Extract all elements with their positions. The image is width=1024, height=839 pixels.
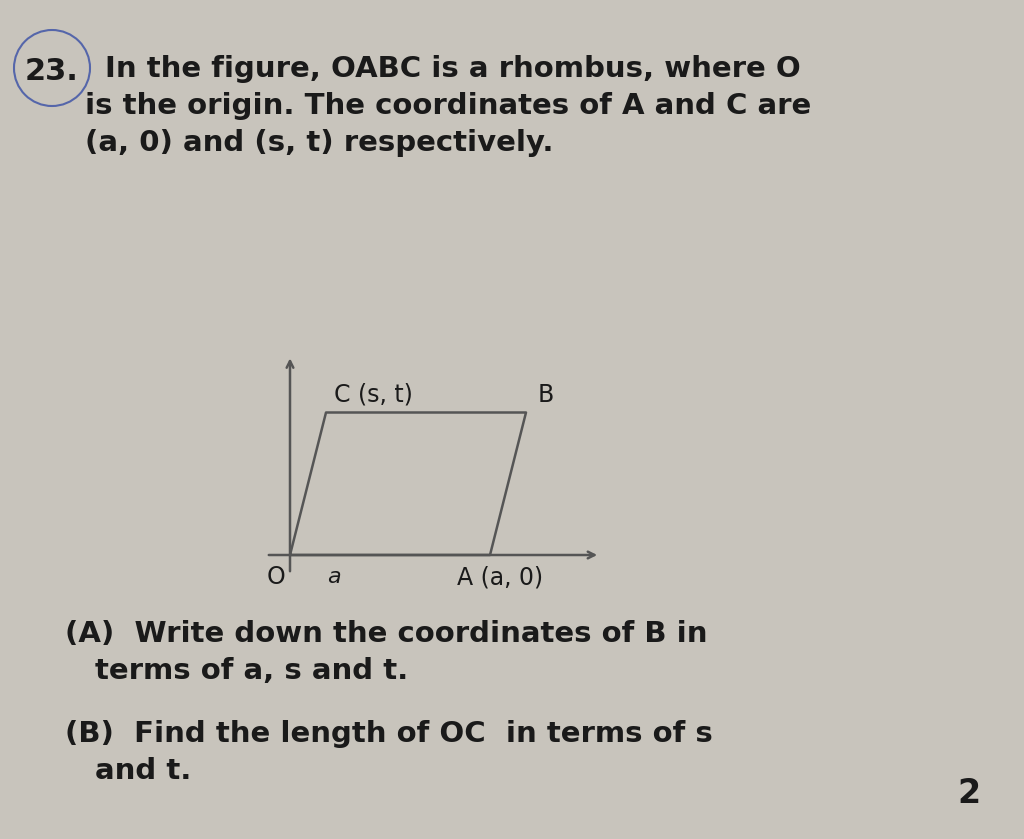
- Text: (A)  Write down the coordinates of B in: (A) Write down the coordinates of B in: [65, 620, 708, 648]
- Text: is the origin. The coordinates of A and C are: is the origin. The coordinates of A and …: [85, 92, 811, 120]
- Text: 23.: 23.: [25, 58, 79, 86]
- Text: and t.: and t.: [95, 757, 191, 785]
- Text: A (a, 0): A (a, 0): [457, 565, 543, 589]
- Text: In the figure, OABC is a rhombus, where O: In the figure, OABC is a rhombus, where …: [105, 55, 801, 83]
- Text: (B)  Find the length of OC  in terms of s: (B) Find the length of OC in terms of s: [65, 720, 713, 748]
- Text: (a, 0) and (s, t) respectively.: (a, 0) and (s, t) respectively.: [85, 129, 554, 157]
- Text: B: B: [538, 383, 554, 407]
- Text: O: O: [266, 565, 286, 589]
- Text: terms of a, s and t.: terms of a, s and t.: [95, 657, 409, 685]
- Text: a: a: [328, 567, 341, 587]
- Text: 2: 2: [956, 777, 980, 810]
- Text: C (s, t): C (s, t): [334, 383, 413, 407]
